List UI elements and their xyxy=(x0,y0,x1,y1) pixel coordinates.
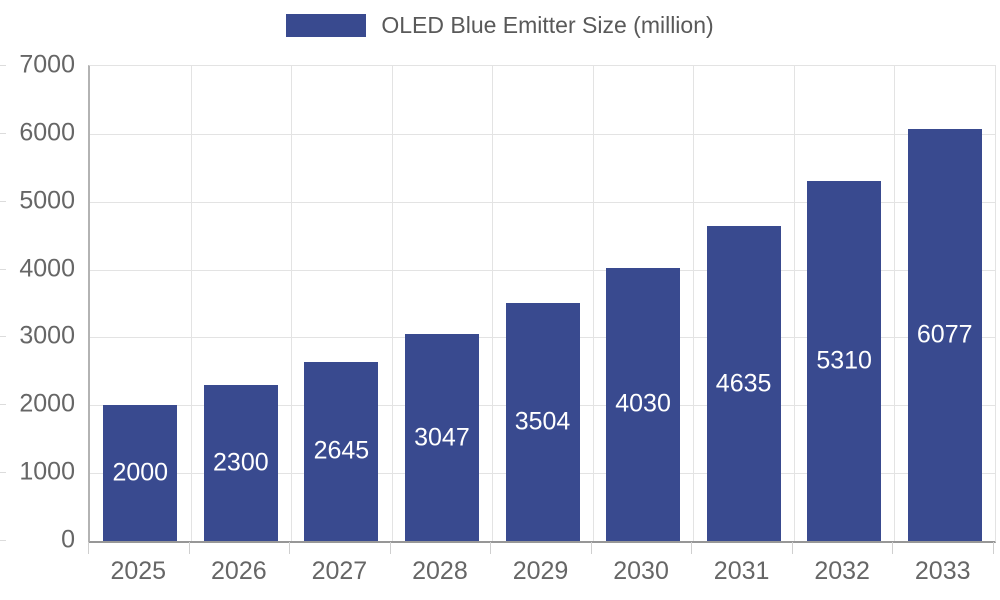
y-axis-tick xyxy=(0,404,6,406)
x-axis-label: 2027 xyxy=(311,557,368,585)
bar-value-label: 6077 xyxy=(916,320,973,349)
bar-value-label: 4635 xyxy=(715,369,772,398)
bar-value-label: 2645 xyxy=(313,436,370,465)
bar-2027[interactable]: 2645 xyxy=(304,361,379,541)
y-axis-label: 6000 xyxy=(19,118,75,147)
bar-2026[interactable]: 2300 xyxy=(203,384,278,541)
bar-value-label: 3504 xyxy=(514,407,571,436)
y-axis-tick xyxy=(0,200,6,202)
x-axis-label: 2028 xyxy=(412,557,468,585)
y-axis-tick xyxy=(0,268,6,270)
x-axis-tick xyxy=(791,542,793,554)
legend-label: OLED Blue Emitter Size (million) xyxy=(381,12,714,38)
gridline-vertical xyxy=(190,66,192,541)
x-axis-tick xyxy=(691,542,693,554)
bar-value-label: 5310 xyxy=(816,346,872,375)
bar-value-label: 4030 xyxy=(615,389,671,418)
gridline-vertical xyxy=(592,66,594,541)
y-axis-label: 0 xyxy=(61,525,75,554)
y-axis-label: 1000 xyxy=(19,457,75,486)
bar-2033[interactable]: 6077 xyxy=(907,128,982,541)
bar-value-label: 3047 xyxy=(414,423,470,452)
gridline-vertical xyxy=(894,66,896,541)
x-axis-label: 2029 xyxy=(512,557,569,585)
x-axis-label: 2031 xyxy=(713,557,770,585)
y-axis-tick xyxy=(0,132,6,134)
bar-2029[interactable]: 3504 xyxy=(505,303,580,541)
x-axis-label: 2032 xyxy=(814,557,870,585)
gridline-horizontal xyxy=(90,133,995,135)
x-axis-tick xyxy=(389,542,391,554)
y-axis-label: 5000 xyxy=(19,186,75,215)
bar-value-label: 2000 xyxy=(112,458,169,487)
x-axis-tick xyxy=(892,542,894,554)
bar-value-label: 2300 xyxy=(213,448,269,477)
gridline-vertical xyxy=(492,66,494,541)
chart-legend[interactable]: OLED Blue Emitter Size (million) xyxy=(0,14,1000,37)
x-axis-tick xyxy=(289,542,291,554)
bar-2032[interactable]: 5310 xyxy=(807,180,882,541)
x-axis-tick xyxy=(993,542,994,554)
y-axis-tick xyxy=(0,540,6,541)
bar-2025[interactable]: 2000 xyxy=(103,405,178,541)
gridline-horizontal xyxy=(90,269,995,271)
x-axis-label: 2030 xyxy=(613,557,669,585)
gridline-vertical xyxy=(693,66,695,541)
plot-area: 2000 2300 2645 3047 3504 4030 4635 5310 6077 xyxy=(88,65,996,543)
bar-2031[interactable]: 4635 xyxy=(706,226,781,541)
y-axis-label: 3000 xyxy=(19,321,75,350)
x-axis-label: 2026 xyxy=(211,557,267,585)
bar-2028[interactable]: 3047 xyxy=(404,334,479,541)
y-axis-tick xyxy=(0,65,6,66)
gridline-vertical xyxy=(391,66,393,541)
gridline-horizontal xyxy=(90,201,995,203)
legend-swatch-icon xyxy=(286,14,367,37)
x-axis-tick xyxy=(88,542,89,554)
y-axis-tick xyxy=(0,472,6,474)
y-axis-label: 2000 xyxy=(19,389,75,418)
y-axis-label: 7000 xyxy=(19,50,75,79)
x-axis-tick xyxy=(490,542,492,554)
x-axis-tick xyxy=(188,542,190,554)
bar-2030[interactable]: 4030 xyxy=(606,267,681,541)
gridline-vertical xyxy=(793,66,795,541)
y-axis-tick xyxy=(0,336,6,338)
y-axis-label: 4000 xyxy=(19,254,75,283)
x-axis-tick xyxy=(590,542,592,554)
gridline-vertical xyxy=(291,66,293,541)
x-axis-label: 2033 xyxy=(914,557,971,585)
x-axis-label: 2025 xyxy=(110,557,167,585)
